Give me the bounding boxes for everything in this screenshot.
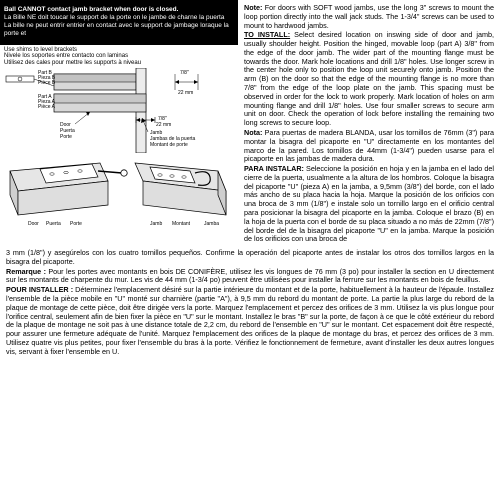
warning-line-fr: La bille ne peut entrir entrier en conta… — [4, 22, 234, 38]
diagram-isometric: Door Puerta Porte Jamb Montant Jamba — [0, 153, 238, 228]
remarque-text: Pour les portes avec montants en bois DE… — [6, 267, 494, 285]
warning-line-en: Ball CANNOT contact jamb bracket when do… — [4, 6, 234, 14]
instalar-para: PARA INSTALAR: Seleccione la posición en… — [244, 165, 494, 244]
pour-label: POUR INSTALLER : — [6, 285, 73, 294]
install-para: TO INSTALL: Select desired location on i… — [244, 31, 494, 128]
svg-text:Jamb: Jamb — [150, 221, 162, 227]
svg-text:Door: Door — [28, 221, 39, 227]
bottom-text-block: 3 mm (1/8") y asegúrelos con los cuatro … — [0, 247, 500, 359]
warning-line-es: La Bille NE doit toucar le support de la… — [4, 14, 234, 22]
svg-text:22 mm: 22 mm — [178, 90, 193, 96]
pour-text: Déterminez l'emplacement désiré sur la p… — [6, 285, 494, 355]
remarque-para: Remarque : Pour les portes avec montants… — [6, 268, 494, 286]
top-diagram-svg: Part B Pieza B Pièce B Part A Pieza A Pi… — [0, 68, 238, 153]
svg-text:Montant de porte: Montant de porte — [150, 142, 188, 148]
remarque-label: Remarque : — [6, 267, 46, 276]
svg-text:Montant: Montant — [172, 221, 191, 227]
diagram-section: Use shims to level brackets Nivele los s… — [0, 45, 238, 225]
svg-text:Puerta: Puerta — [46, 221, 61, 227]
svg-text:7/8": 7/8" — [180, 70, 189, 76]
warning-blackbox: Ball CANNOT contact jamb bracket when do… — [0, 0, 238, 45]
instalar-text: Seleccione la posición en hoja y en la j… — [244, 164, 494, 243]
caption-fr: Utilisez des cales pour mettre les suppo… — [4, 60, 234, 67]
svg-text:Porte: Porte — [70, 221, 82, 227]
note-text: For doors with SOFT wood jambs, use the … — [244, 3, 494, 30]
note-label: Note: — [244, 3, 262, 12]
nota-para: Nota: Para puertas de madera BLANDA, usa… — [244, 129, 494, 164]
pour-para: POUR INSTALLER : Déterminez l'emplacemen… — [6, 286, 494, 356]
nota-label: Nota: — [244, 128, 262, 137]
svg-text:22 mm: 22 mm — [156, 122, 171, 128]
note-para: Note: For doors with SOFT wood jambs, us… — [244, 4, 494, 30]
diagram-top-view: Part B Pieza B Pièce B Part A Pieza A Pi… — [0, 68, 238, 153]
svg-text:Jamba: Jamba — [204, 221, 219, 227]
cont-para: 3 mm (1/8") y asegúrelos con los cuatro … — [6, 249, 494, 267]
nota-text: Para puertas de madera BLANDA, usar los … — [244, 128, 494, 163]
svg-text:Pièce B: Pièce B — [38, 80, 56, 86]
left-column: Ball CANNOT contact jamb bracket when do… — [0, 0, 238, 247]
svg-text:Pièce A: Pièce A — [38, 104, 56, 110]
install-label: TO INSTALL: — [244, 30, 290, 39]
top-row: Ball CANNOT contact jamb bracket when do… — [0, 0, 500, 247]
instalar-label: PARA INSTALAR: — [244, 164, 304, 173]
bottom-diagram-svg: Door Puerta Porte Jamb Montant Jamba — [0, 153, 238, 228]
caption-en: Use shims to level brackets — [4, 47, 234, 54]
caption-es: Nivele los soportes entre contacto con l… — [4, 53, 234, 60]
level-caption: Use shims to level brackets Nivele los s… — [0, 45, 238, 69]
svg-text:Porte: Porte — [60, 134, 72, 140]
right-text-column: Note: For doors with SOFT wood jambs, us… — [238, 0, 500, 247]
install-text: Select desired location on inswing side … — [244, 30, 494, 127]
